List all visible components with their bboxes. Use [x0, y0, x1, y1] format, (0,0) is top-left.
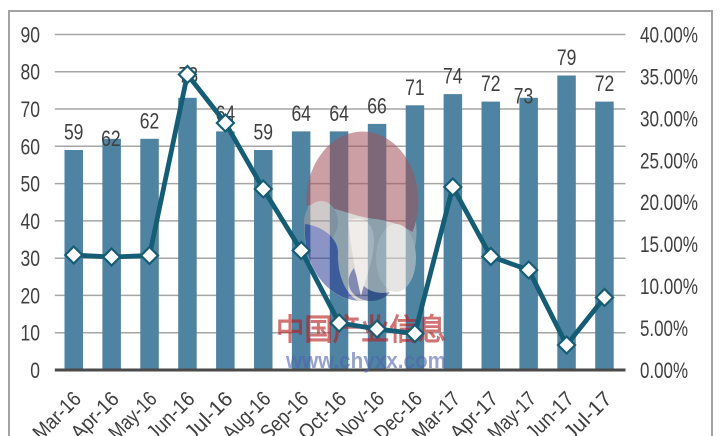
svg-text:90: 90	[21, 23, 41, 48]
svg-text:66: 66	[367, 93, 387, 118]
svg-text:10.00%: 10.00%	[640, 274, 698, 299]
svg-text:15.00%: 15.00%	[640, 232, 698, 257]
svg-text:25.00%: 25.00%	[640, 148, 698, 173]
svg-text:72: 72	[481, 71, 501, 96]
svg-text:0: 0	[30, 358, 40, 383]
svg-text:30: 30	[21, 246, 41, 271]
svg-text:59: 59	[64, 120, 84, 145]
svg-text:80: 80	[21, 60, 41, 85]
svg-text:40.00%: 40.00%	[640, 23, 698, 48]
svg-text:www.chyxx.com: www.chyxx.com	[285, 348, 446, 373]
svg-text:79: 79	[557, 45, 577, 70]
svg-text:73: 73	[514, 84, 534, 109]
svg-text:5.00%: 5.00%	[640, 316, 688, 341]
svg-text:64: 64	[291, 101, 311, 126]
svg-text:64: 64	[329, 101, 349, 126]
svg-text:30.00%: 30.00%	[640, 106, 698, 131]
svg-text:70: 70	[21, 97, 41, 122]
svg-text:62: 62	[101, 126, 121, 151]
svg-text:0.00%: 0.00%	[640, 358, 688, 383]
svg-text:20: 20	[21, 283, 41, 308]
svg-text:10: 10	[21, 321, 41, 346]
svg-text:20.00%: 20.00%	[640, 190, 698, 215]
svg-text:50: 50	[21, 172, 41, 197]
svg-text:72: 72	[595, 71, 615, 96]
svg-text:35.00%: 35.00%	[640, 64, 698, 89]
svg-text:59: 59	[254, 120, 274, 145]
svg-text:60: 60	[21, 134, 41, 159]
svg-text:74: 74	[443, 64, 463, 89]
svg-text:71: 71	[405, 75, 425, 100]
svg-text:40: 40	[21, 209, 41, 234]
svg-text:62: 62	[140, 108, 160, 133]
